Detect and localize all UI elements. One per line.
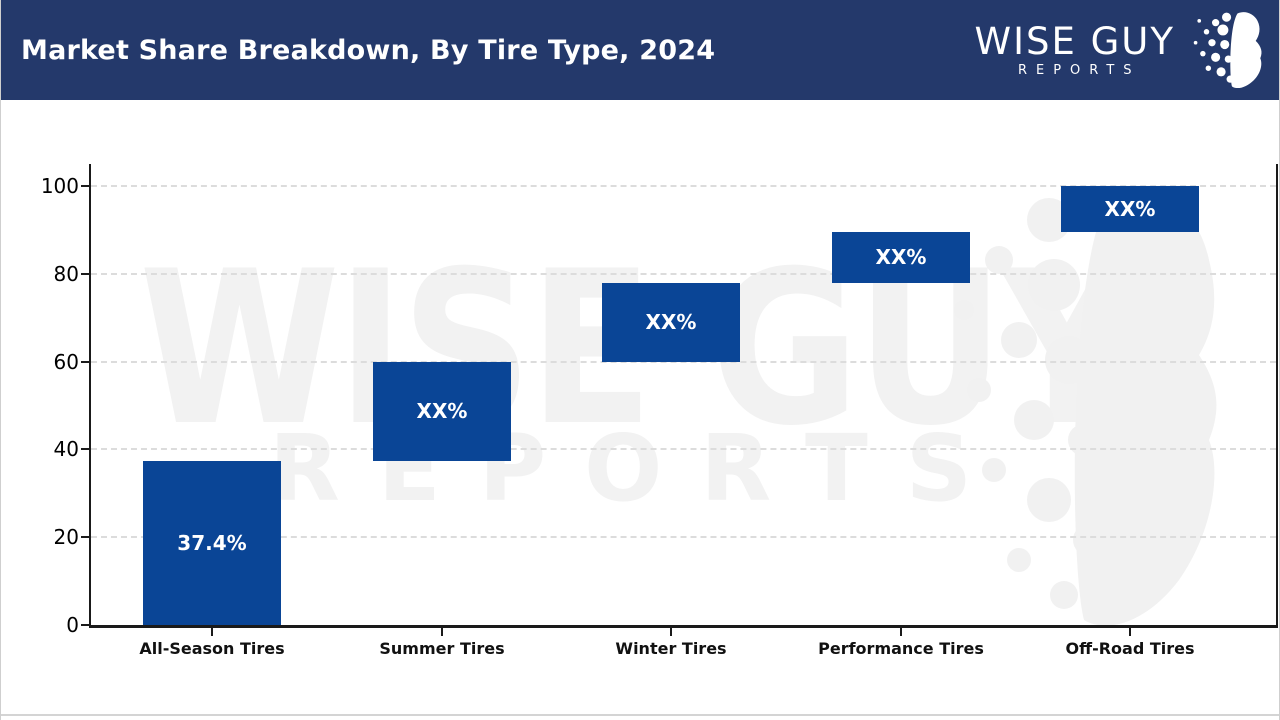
page-title: Market Share Breakdown, By Tire Type, 20… — [21, 34, 716, 66]
watermark-face-icon — [954, 193, 1217, 626]
y-axis-tick — [81, 624, 89, 626]
wise-guy-reports-logo: WISE GUY REPORTS — [975, 8, 1263, 92]
y-axis-tick-label: 60 — [53, 349, 79, 374]
plot-right-border — [1276, 164, 1278, 628]
gridline — [91, 360, 1276, 363]
y-axis-tick — [81, 272, 89, 275]
gridline — [91, 272, 1276, 275]
y-axis-tick-label: 20 — [53, 525, 79, 550]
y-axis-tick-label: 0 — [66, 613, 79, 637]
x-axis-tick — [900, 628, 902, 636]
bar-value-label: XX% — [416, 399, 468, 424]
logo-subtitle: REPORTS — [1017, 63, 1141, 78]
y-axis-tick-label: 80 — [53, 261, 79, 286]
x-axis-tick — [211, 628, 213, 636]
logo-wordmark: WISE GUY — [974, 20, 1175, 63]
x-axis-tick — [441, 628, 443, 636]
gridline — [91, 185, 1276, 187]
bar-value-label: XX% — [1104, 197, 1156, 222]
y-axis-tick-label: 40 — [53, 437, 79, 462]
logo-face-icon — [1193, 12, 1262, 89]
gridline — [91, 536, 1276, 539]
bar-segment[interactable]: 37.4% — [143, 460, 281, 625]
chart-area: WISE GUY REPORTS 0 20 40 60 80 100 37.4% All-Se… — [1, 100, 1279, 720]
x-category-label: All-Season Tires — [139, 639, 285, 658]
y-axis-tick — [81, 536, 89, 539]
x-category-label: Performance Tires — [818, 639, 984, 658]
y-axis-line — [89, 164, 91, 628]
bar-value-label: XX% — [645, 310, 697, 335]
x-axis-line — [89, 625, 1278, 628]
bar-value-label: 37.4% — [177, 530, 247, 555]
x-category-label: Summer Tires — [379, 639, 505, 658]
x-category-label: Off-Road Tires — [1065, 639, 1195, 658]
bar-value-label: XX% — [875, 245, 927, 270]
bar-segment[interactable]: XX% — [832, 232, 970, 283]
bar-segment[interactable]: XX% — [373, 361, 511, 461]
bar-segment[interactable]: XX% — [1061, 186, 1199, 233]
y-axis-tick — [81, 185, 89, 187]
gridline — [91, 448, 1276, 451]
y-axis-tick-label: 100 — [40, 174, 79, 198]
footer-divider — [1, 714, 1279, 716]
bar-segment[interactable]: XX% — [602, 282, 740, 362]
x-axis-tick — [1129, 628, 1131, 636]
y-axis-tick — [81, 448, 89, 451]
x-axis-tick — [670, 628, 672, 636]
header-bar: Market Share Breakdown, By Tire Type, 20… — [1, 0, 1279, 100]
y-axis-tick — [81, 360, 89, 363]
x-category-label: Winter Tires — [615, 639, 727, 658]
